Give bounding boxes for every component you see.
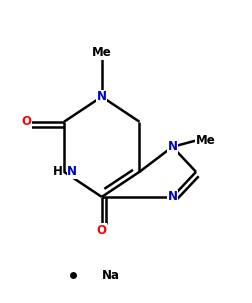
Text: Me: Me — [91, 46, 111, 59]
Text: Me: Me — [195, 134, 215, 147]
Text: N: N — [67, 165, 77, 178]
Text: N: N — [167, 140, 177, 153]
Text: N: N — [96, 90, 106, 103]
Text: H: H — [53, 165, 63, 178]
Text: N: N — [167, 190, 177, 203]
Text: O: O — [96, 224, 106, 237]
Text: O: O — [21, 115, 31, 128]
Text: Na: Na — [101, 269, 119, 282]
